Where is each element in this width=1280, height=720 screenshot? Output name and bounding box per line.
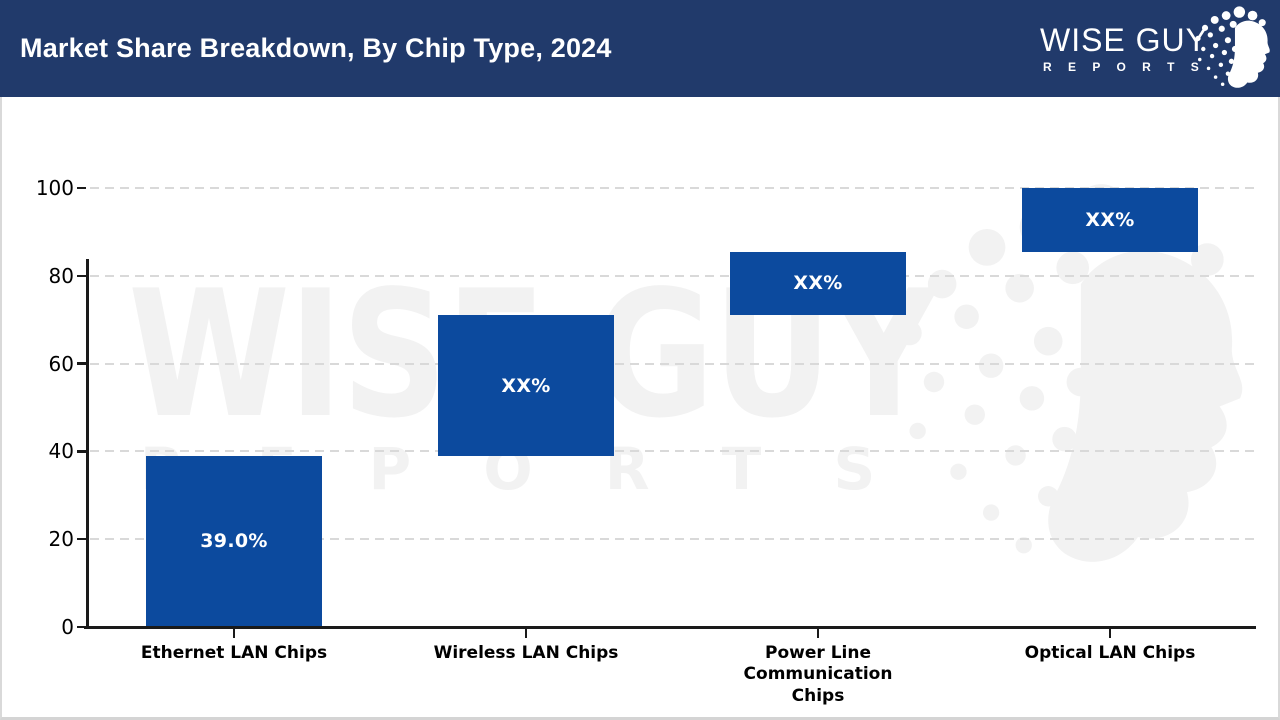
y-axis	[85, 259, 89, 629]
gridline	[90, 362, 1256, 365]
x-tick-label: Ethernet LAN Chips	[140, 643, 328, 663]
wiseguy-face-icon	[1195, 6, 1270, 88]
y-tick-mark	[77, 450, 86, 453]
y-tick-label: 100	[35, 176, 74, 200]
x-tick-mark	[1108, 628, 1112, 638]
y-tick-mark	[77, 625, 86, 629]
y-tick-label: 40	[48, 439, 74, 464]
bar-value-label: 39.0%	[200, 530, 268, 553]
wiseguy-logo: WISE GUY R E P O R T S	[1040, 4, 1274, 94]
x-tick-label: Power Line Communication Chips	[743, 643, 893, 706]
header-bar: Market Share Breakdown, By Chip Type, 20…	[0, 0, 1280, 97]
gridline	[90, 450, 1256, 453]
logo-subtitle: R E P O R T S	[1042, 59, 1206, 74]
gridline	[90, 187, 1256, 189]
y-tick-mark	[77, 537, 86, 541]
page-title: Market Share Breakdown, By Chip Type, 20…	[20, 33, 612, 63]
y-tick-label: 20	[48, 527, 74, 552]
bar: XX%	[730, 251, 906, 316]
waterfall-chart: 0 20 40 60 80 100 39.0% Ethernet LAN Chips XX% Wi…	[0, 97, 1280, 720]
x-tick-mark	[816, 628, 820, 638]
logo-wordmark: WISE GUY	[1039, 22, 1208, 59]
x-tick-label: Optical LAN Chips	[1024, 643, 1196, 663]
bar: 39.0%	[146, 455, 322, 627]
x-tick-mark	[524, 628, 528, 638]
x-tick-label: Wireless LAN Chips	[433, 643, 619, 663]
bar-value-label: XX%	[1085, 208, 1135, 231]
bar-value-label: XX%	[793, 272, 843, 295]
x-tick-mark	[232, 628, 236, 638]
gridline	[90, 538, 1256, 541]
y-tick-label: 0	[61, 615, 74, 639]
y-tick-mark	[77, 274, 86, 278]
y-tick-label: 60	[48, 351, 74, 376]
logo-text: WISE GUY R E P O R T S	[1040, 24, 1208, 74]
y-tick-label: 80	[48, 263, 74, 288]
x-axis	[84, 625, 1256, 629]
bar-value-label: XX%	[501, 374, 551, 397]
bar: XX%	[1022, 188, 1198, 252]
y-tick-mark	[77, 186, 86, 190]
y-tick-mark	[77, 362, 86, 365]
bar: XX%	[438, 315, 614, 456]
gridline	[90, 274, 1256, 277]
watermark-face-icon	[897, 184, 1243, 562]
